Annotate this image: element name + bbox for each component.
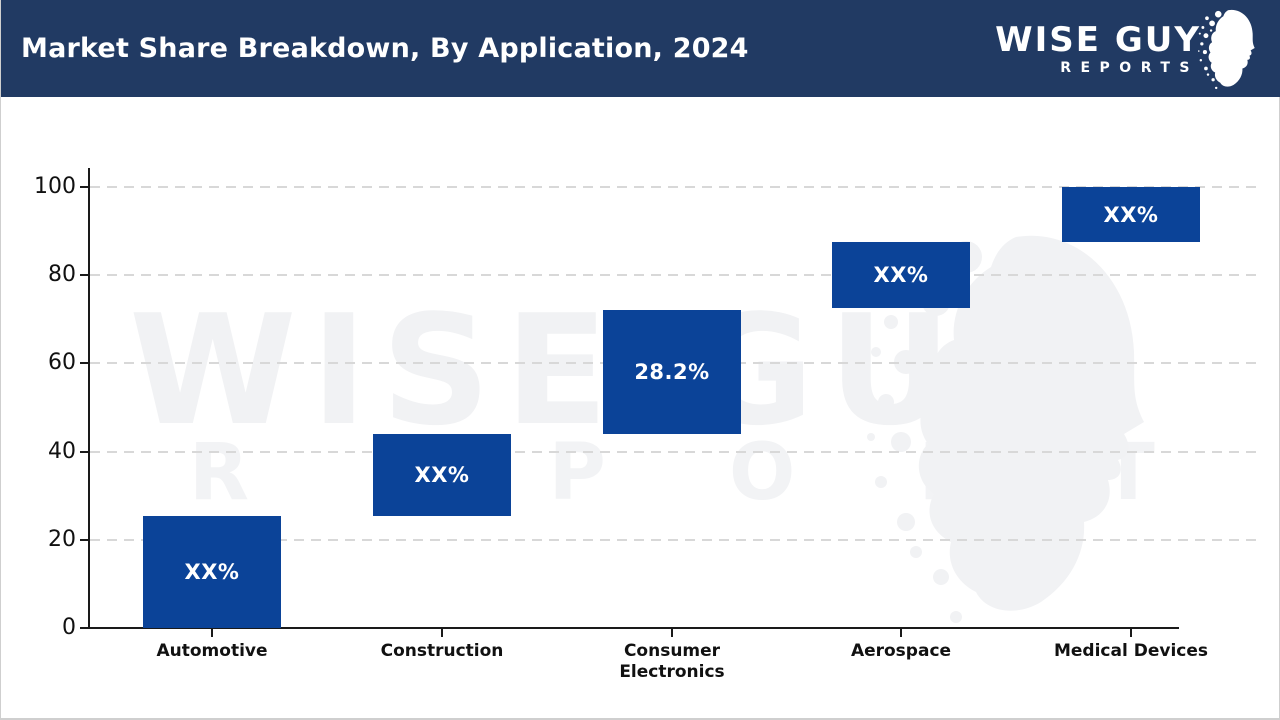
logo-wordmark: WISE GUY: [995, 20, 1201, 60]
y-tick-mark: [80, 538, 88, 541]
y-tick-mark: [80, 450, 88, 453]
bar-value-label: XX%: [184, 559, 240, 584]
bar-value-label: 28.2%: [634, 359, 710, 384]
y-tick-label: 40: [48, 438, 76, 464]
y-tick-label: 20: [48, 526, 76, 552]
chart-bar: XX%: [832, 242, 970, 309]
x-category-label: Aerospace: [850, 641, 952, 661]
x-category-label: Automotive: [156, 641, 268, 661]
bar-value-label: XX%: [873, 263, 929, 288]
header: Market Share Breakdown, By Application, …: [1, 0, 1280, 97]
x-tick-mark: [1130, 629, 1132, 637]
y-tick-mark: [80, 186, 88, 188]
x-category-label: Construction: [380, 641, 504, 661]
y-axis-line: [88, 168, 90, 629]
y-tick-label: 0: [62, 615, 76, 640]
chart-bar: XX%: [373, 433, 511, 516]
gridline: [90, 538, 1259, 541]
y-tick-label: 80: [48, 262, 76, 288]
logo-subtitle: REPORTS: [1060, 60, 1199, 76]
x-tick-mark: [211, 629, 213, 637]
x-axis-line: [88, 627, 1179, 629]
y-tick-label: 100: [34, 174, 76, 199]
x-tick-mark: [671, 629, 673, 637]
chart-bar: 28.2%: [603, 309, 741, 434]
chart-bar: XX%: [143, 515, 281, 628]
y-tick-label: 60: [48, 350, 76, 376]
x-category-label: Medical Devices: [1053, 641, 1208, 661]
wise-guy-reports-logo: WISE GUY REPORTS: [995, 6, 1271, 92]
y-tick-mark: [80, 274, 88, 277]
bar-value-label: XX%: [1103, 202, 1159, 227]
y-tick-mark: [80, 627, 88, 629]
x-tick-mark: [441, 629, 443, 637]
gridline: [90, 186, 1259, 188]
logo-text: WISE GUY REPORTS: [995, 22, 1201, 76]
x-category-label: Consumer Electronics: [619, 641, 725, 682]
bar-value-label: XX%: [414, 462, 470, 487]
page-title: Market Share Breakdown, By Application, …: [21, 33, 749, 64]
watermark-wordmark: WISE GUY: [129, 282, 1090, 459]
chart-bar: XX%: [1062, 187, 1200, 243]
dotted-head-icon: [1197, 9, 1255, 90]
y-tick-mark: [80, 362, 88, 365]
gridline: [90, 450, 1259, 453]
gridline: [90, 274, 1259, 277]
x-tick-mark: [900, 629, 902, 637]
